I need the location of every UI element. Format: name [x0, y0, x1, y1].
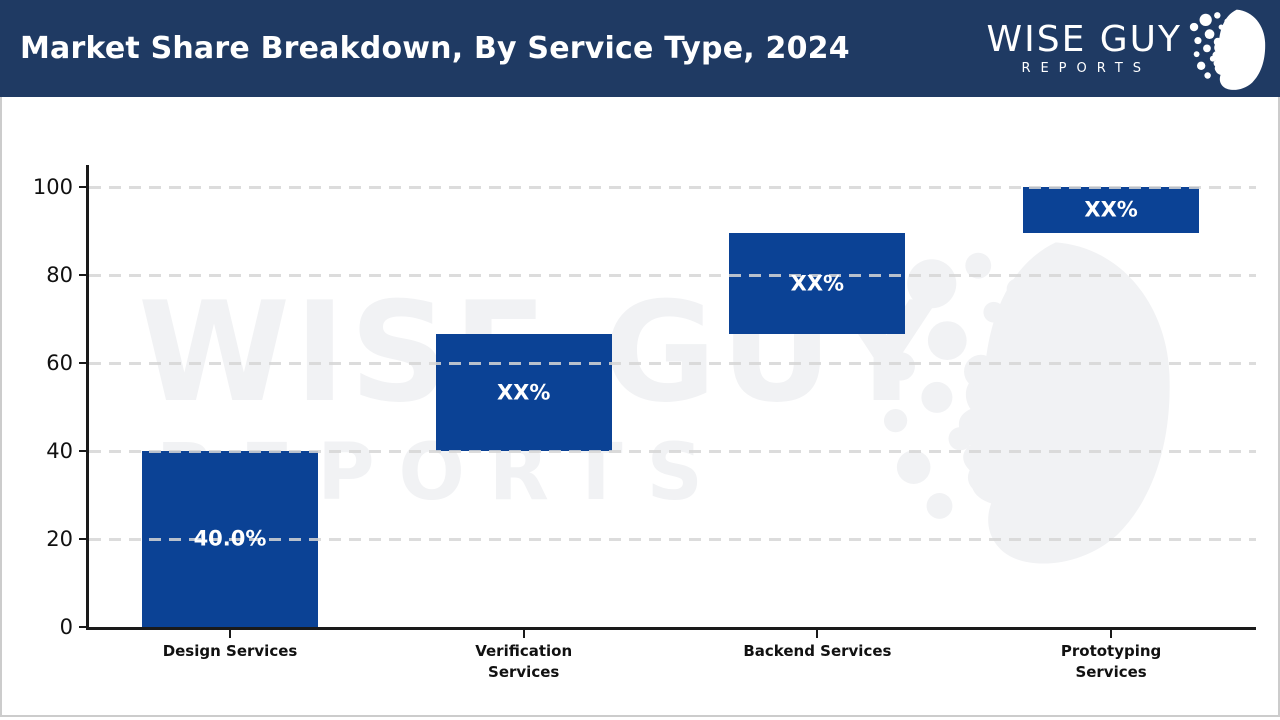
x-axis-label-backend-services: Backend Services — [743, 642, 892, 660]
gridline — [89, 274, 1256, 277]
y-tick-mark — [79, 274, 86, 276]
x-axis-line — [86, 627, 1256, 630]
bar-backend-services — [729, 233, 906, 335]
wiseguy-logo: WISE GUY REPORTS — [987, 7, 1267, 91]
y-tick-label: 80 — [46, 263, 73, 287]
page-title: Market Share Breakdown, By Service Type,… — [20, 31, 850, 66]
logo-text: WISE GUY REPORTS — [986, 19, 1183, 76]
y-tick-label: 40 — [46, 439, 73, 463]
gridline — [89, 538, 1256, 541]
y-tick-mark — [79, 450, 86, 452]
gridline — [89, 186, 1256, 189]
y-tick-label: 60 — [46, 351, 73, 375]
x-tick-mark — [522, 630, 525, 638]
bar-prototyping-services — [1023, 187, 1200, 234]
y-tick-label: 0 — [59, 615, 73, 639]
gridline — [89, 450, 1256, 453]
bar-verification-services — [435, 334, 612, 451]
x-axis-label-prototyping-services: Prototyping Services — [1060, 642, 1162, 681]
y-tick-label: 100 — [32, 175, 73, 199]
bar-value-label: 40.0% — [193, 526, 267, 551]
y-tick-label: 20 — [46, 527, 73, 551]
bar-value-label: XX% — [496, 380, 551, 405]
x-tick-mark — [1110, 630, 1113, 638]
y-tick-mark — [79, 538, 86, 540]
y-tick-mark — [79, 362, 86, 364]
x-tick-mark — [229, 630, 231, 638]
y-tick-mark — [79, 626, 86, 628]
y-axis-line — [86, 165, 89, 630]
logo-subtitle: REPORTS — [1021, 61, 1152, 76]
x-axis-label-verification-services: Verification Services — [475, 642, 573, 681]
gridline — [89, 362, 1256, 365]
face-profile-dots-icon — [1189, 9, 1266, 90]
x-tick-mark — [816, 630, 819, 638]
bar-value-label: XX% — [1084, 197, 1138, 222]
x-axis-label-design-services: Design Services — [162, 642, 298, 660]
y-tick-mark — [79, 186, 86, 188]
bar-value-label: XX% — [790, 271, 845, 296]
header-bar: Market Share Breakdown, By Service Type,… — [0, 0, 1280, 97]
logo-wordmark: WISE GUY — [986, 19, 1182, 60]
